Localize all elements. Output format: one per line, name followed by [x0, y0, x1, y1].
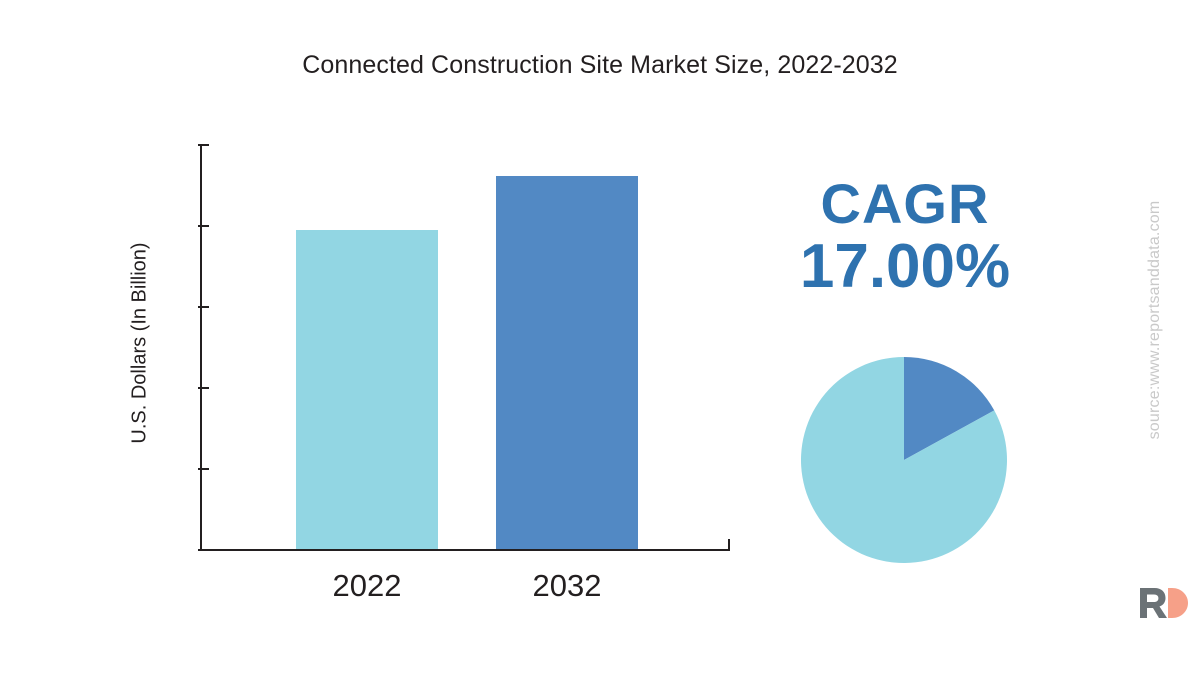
x-axis-line — [200, 549, 730, 551]
cagr-block: CAGR 17.00% — [760, 172, 1050, 302]
logo-icon — [1140, 588, 1188, 618]
reports-and-data-logo — [1138, 586, 1190, 620]
y-tick-2 — [198, 387, 209, 389]
x-tick-label-2032: 2032 — [532, 568, 602, 603]
pie-svg — [801, 357, 1007, 563]
y-axis-line — [200, 144, 202, 551]
y-tick-0 — [198, 549, 209, 551]
pie-slice — [801, 357, 1007, 563]
x-axis-right-end-tick — [728, 539, 730, 551]
y-tick-4 — [198, 225, 209, 227]
x-axis-left-end-tick — [200, 539, 202, 551]
y-axis-title: U.S. Dollars (In Billion) — [128, 242, 151, 444]
cagr-pie-chart — [801, 357, 1007, 563]
y-tick-3 — [198, 306, 209, 308]
cagr-value: 17.00% — [799, 232, 1011, 301]
source-watermark: source:www.reportsanddata.com — [1146, 200, 1163, 440]
x-tick-label-2022: 2022 — [332, 568, 402, 603]
y-tick-1 — [198, 468, 209, 470]
y-tick-5 — [198, 144, 209, 146]
bar-2022[interactable] — [296, 229, 438, 549]
bar-2032[interactable] — [496, 176, 638, 549]
pie-slice — [904, 357, 995, 460]
chart-title: Connected Construction Site Market Size,… — [302, 51, 898, 79]
cagr-label: CAGR — [820, 172, 990, 235]
bar-chart-plot-area: 0.0 0.5 1.0 1.5 2.0 2.5 U.S. Dollars (In… — [129, 144, 730, 603]
